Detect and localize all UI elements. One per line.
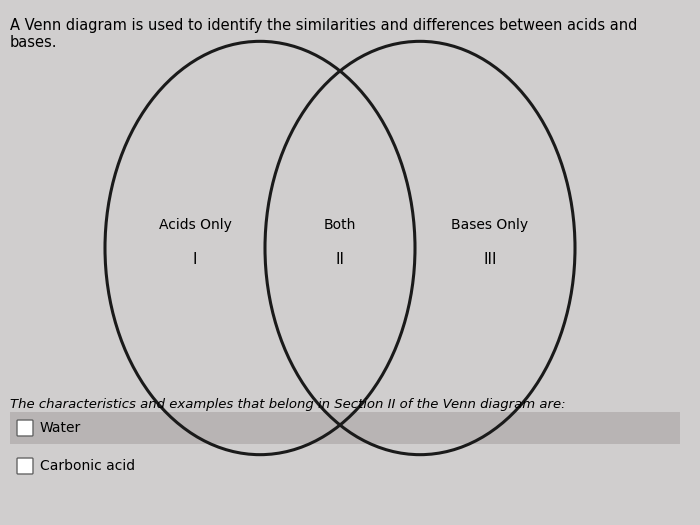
Text: Carbonic acid: Carbonic acid	[40, 459, 135, 473]
Text: II: II	[335, 253, 344, 268]
Text: Bases Only: Bases Only	[452, 218, 528, 232]
FancyBboxPatch shape	[10, 412, 680, 444]
FancyBboxPatch shape	[10, 450, 680, 482]
Text: A Venn diagram is used to identify the similarities and differences between acid: A Venn diagram is used to identify the s…	[10, 18, 638, 50]
Text: The characteristics and examples that belong in Section II of the Venn diagram a: The characteristics and examples that be…	[10, 398, 566, 411]
Text: Both: Both	[324, 218, 356, 232]
Text: Water: Water	[40, 421, 81, 435]
Text: Acids Only: Acids Only	[159, 218, 232, 232]
FancyBboxPatch shape	[17, 420, 33, 436]
FancyBboxPatch shape	[17, 458, 33, 474]
Text: III: III	[483, 253, 497, 268]
Text: I: I	[193, 253, 197, 268]
